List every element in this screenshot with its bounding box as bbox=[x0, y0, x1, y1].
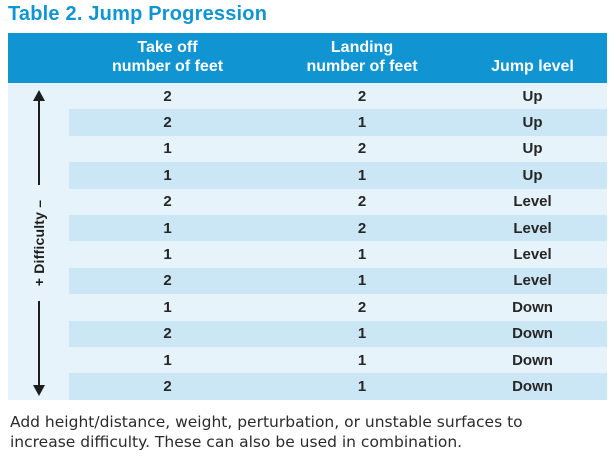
takeoff-cell: 2 bbox=[163, 377, 172, 395]
table-row: 1 1 Down bbox=[8, 347, 607, 373]
row-cells: 1 2 Down bbox=[69, 294, 607, 320]
table-header-row: Take off number of feet Landing number o… bbox=[8, 33, 607, 83]
difficulty-axis-label: + Difficulty – bbox=[30, 189, 48, 297]
row-cells: 2 2 Up bbox=[69, 83, 607, 109]
takeoff-cell: 2 bbox=[163, 193, 172, 211]
landing-cell: 1 bbox=[357, 325, 367, 343]
column-header-landing-line1: Landing bbox=[330, 38, 394, 56]
table-row: 2 1 Down bbox=[8, 320, 607, 347]
column-header-takeoff-line2: number of feet bbox=[111, 58, 224, 76]
table-row: 2 1 Down bbox=[8, 373, 607, 400]
column-header-takeoff-line1: Take off bbox=[137, 38, 198, 56]
takeoff-cell: 1 bbox=[163, 298, 172, 316]
table-footnote: Add height/distance, weight, perturbatio… bbox=[10, 413, 523, 452]
landing-cell: 1 bbox=[357, 246, 367, 264]
takeoff-cell: 1 bbox=[163, 351, 172, 369]
jump-level-cell: Level bbox=[513, 246, 552, 264]
landing-cell: 2 bbox=[357, 193, 367, 211]
jump-level-cell: Up bbox=[522, 140, 543, 158]
row-cells: 2 1 Down bbox=[69, 320, 607, 347]
table-row: 1 2 Up bbox=[8, 136, 607, 162]
difficulty-axis-line bbox=[37, 301, 40, 385]
jump-level-cell: Down bbox=[512, 351, 553, 369]
row-cells: 2 1 Level bbox=[69, 267, 607, 295]
column-header-landing: Landing number of feet bbox=[266, 38, 458, 77]
table-row: 1 1 Level bbox=[8, 241, 607, 267]
column-header-landing-line2: number of feet bbox=[306, 58, 418, 76]
landing-cell: 1 bbox=[357, 351, 367, 369]
takeoff-cell: 2 bbox=[163, 114, 172, 132]
jump-level-cell: Level bbox=[513, 219, 552, 237]
landing-cell: 1 bbox=[357, 166, 367, 184]
jump-level-cell: Up bbox=[522, 166, 543, 184]
row-cells: 1 1 Up bbox=[69, 162, 607, 189]
table-row: 2 2 Level bbox=[8, 189, 607, 215]
landing-cell: 1 bbox=[357, 272, 367, 290]
table-row: 1 1 Up bbox=[8, 162, 607, 189]
table-row: 2 1 Level bbox=[8, 267, 607, 295]
table-row: 1 2 Level bbox=[8, 214, 607, 242]
landing-cell: 2 bbox=[357, 298, 367, 316]
landing-cell: 2 bbox=[357, 219, 367, 237]
landing-cell: 1 bbox=[357, 114, 367, 132]
row-cells: 1 1 Level bbox=[69, 241, 607, 267]
landing-cell: 2 bbox=[357, 140, 367, 158]
difficulty-axis-line bbox=[37, 101, 40, 185]
row-cells: 2 2 Level bbox=[69, 189, 607, 215]
table-row: 2 2 Up bbox=[8, 83, 607, 109]
jump-level-cell: Level bbox=[513, 272, 552, 290]
row-cells: 1 2 Up bbox=[69, 136, 607, 162]
jump-level-cell: Down bbox=[512, 325, 553, 343]
jump-progression-table: Take off number of feet Landing number o… bbox=[8, 33, 607, 400]
row-cells: 2 1 Up bbox=[69, 109, 607, 136]
jump-level-cell: Up bbox=[522, 114, 543, 132]
takeoff-cell: 1 bbox=[163, 219, 172, 237]
column-header-takeoff: Take off number of feet bbox=[69, 38, 266, 77]
takeoff-cell: 2 bbox=[163, 87, 172, 105]
jump-level-cell: Down bbox=[512, 377, 553, 395]
row-cells: 1 2 Level bbox=[69, 214, 607, 242]
table-body: 2 2 Up 2 1 Up 1 2 Up bbox=[8, 83, 607, 400]
table-title: Table 2. Jump Progression bbox=[8, 3, 268, 25]
arrow-down-icon bbox=[32, 385, 45, 396]
landing-cell: 1 bbox=[357, 377, 367, 395]
takeoff-cell: 2 bbox=[163, 272, 172, 290]
row-cells: 2 1 Down bbox=[69, 373, 607, 400]
takeoff-cell: 1 bbox=[163, 246, 172, 264]
difficulty-axis-label-text: + Difficulty – bbox=[30, 199, 47, 287]
jump-level-cell: Up bbox=[522, 87, 543, 105]
row-cells: 1 1 Down bbox=[69, 347, 607, 373]
jump-level-cell: Down bbox=[512, 298, 553, 316]
takeoff-cell: 1 bbox=[163, 140, 172, 158]
jump-level-cell: Level bbox=[513, 193, 552, 211]
takeoff-cell: 2 bbox=[163, 325, 172, 343]
arrow-up-icon bbox=[32, 90, 45, 101]
table-row: 2 1 Up bbox=[8, 109, 607, 136]
takeoff-cell: 1 bbox=[163, 166, 172, 184]
difficulty-axis: + Difficulty – bbox=[8, 83, 69, 400]
landing-cell: 2 bbox=[357, 87, 367, 105]
column-header-jump-level: Jump level bbox=[491, 58, 574, 76]
table-row: 1 2 Down bbox=[8, 294, 607, 320]
